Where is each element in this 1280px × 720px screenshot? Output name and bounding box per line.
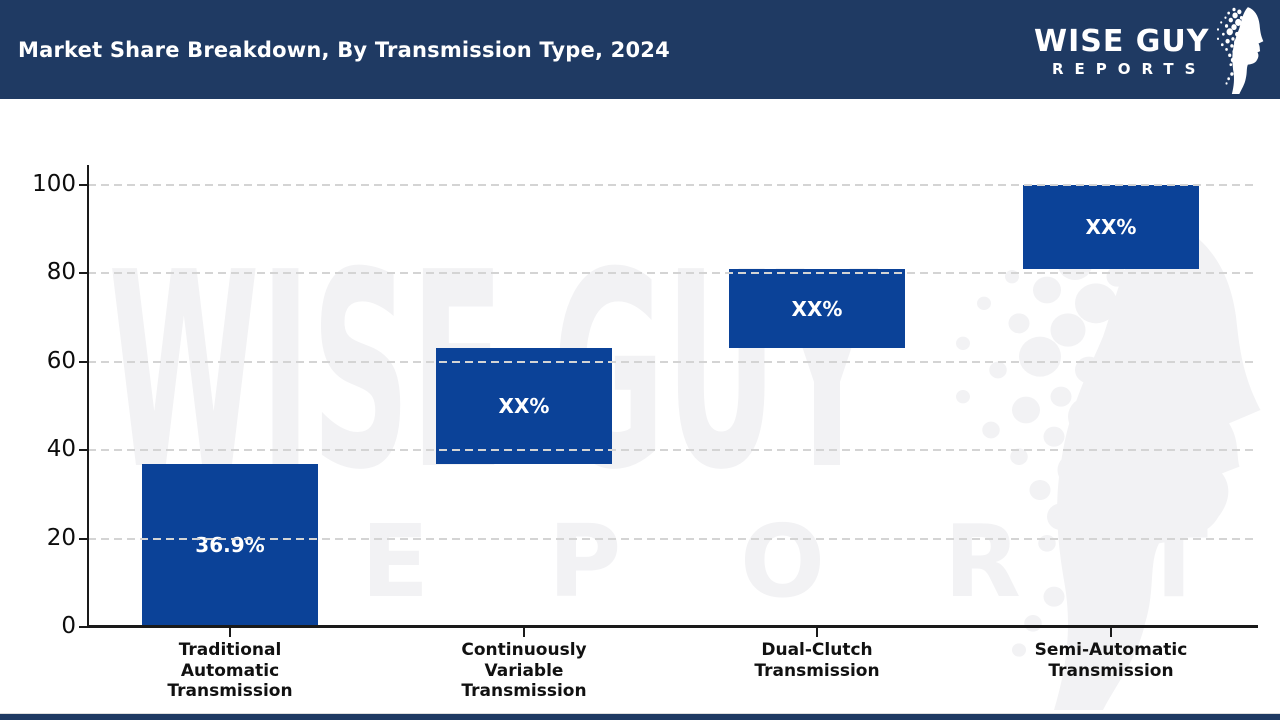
gridline-y20 — [88, 537, 1258, 540]
bar-value-label: XX% — [498, 393, 550, 418]
gridline-y100 — [88, 184, 1258, 186]
header-bar: Market Share Breakdown, By Transmission … — [0, 0, 1280, 99]
y-axis-line — [87, 165, 89, 627]
y-tick — [79, 537, 88, 540]
gridline-y60 — [88, 360, 1258, 363]
bar-semi-automatic: XX% — [1023, 185, 1199, 269]
x-axis-category-label: Continuously Variable Transmission — [461, 640, 587, 702]
bar-traditional-automatic: 36.9% — [142, 463, 318, 627]
logo-wiseguy-text: WISE GUY — [1034, 24, 1210, 59]
logo-face-icon — [1216, 7, 1264, 94]
x-axis-category-label: Dual-Clutch Transmission — [754, 640, 880, 681]
y-tick — [79, 272, 88, 275]
x-tick — [229, 628, 231, 637]
bar-value-label: XX% — [1085, 214, 1137, 239]
y-tick-label: 0 — [61, 613, 76, 639]
y-tick-label: 60 — [46, 347, 76, 374]
gridline-y80 — [88, 272, 1258, 275]
bar-dual-clutch: XX% — [729, 268, 905, 349]
y-tick — [79, 449, 88, 452]
y-tick-label: 80 — [46, 259, 76, 286]
footer-strip — [0, 713, 1280, 720]
y-tick-label: 100 — [32, 171, 76, 197]
page-title: Market Share Breakdown, By Transmission … — [18, 37, 670, 62]
logo-reports-text: REPORTS — [1052, 60, 1207, 78]
x-tick — [816, 628, 818, 637]
x-axis-category-label: Semi-Automatic Transmission — [1034, 640, 1188, 681]
y-tick-label: 40 — [46, 436, 76, 463]
y-tick — [79, 184, 88, 186]
bar-continuously-variable: XX% — [436, 348, 612, 464]
y-tick — [79, 360, 88, 363]
x-axis-category-label: Traditional Automatic Transmission — [167, 640, 293, 702]
y-tick — [79, 626, 88, 628]
x-axis-line — [87, 625, 1258, 628]
brand-logo: WISE GUY REPORTS — [990, 0, 1280, 99]
x-tick — [1110, 628, 1112, 637]
x-tick — [523, 628, 525, 637]
y-tick-label: 20 — [46, 524, 76, 551]
bar-value-label: XX% — [791, 296, 843, 321]
gridline-y40 — [88, 449, 1258, 452]
bar-value-label: 36.9% — [195, 533, 265, 558]
